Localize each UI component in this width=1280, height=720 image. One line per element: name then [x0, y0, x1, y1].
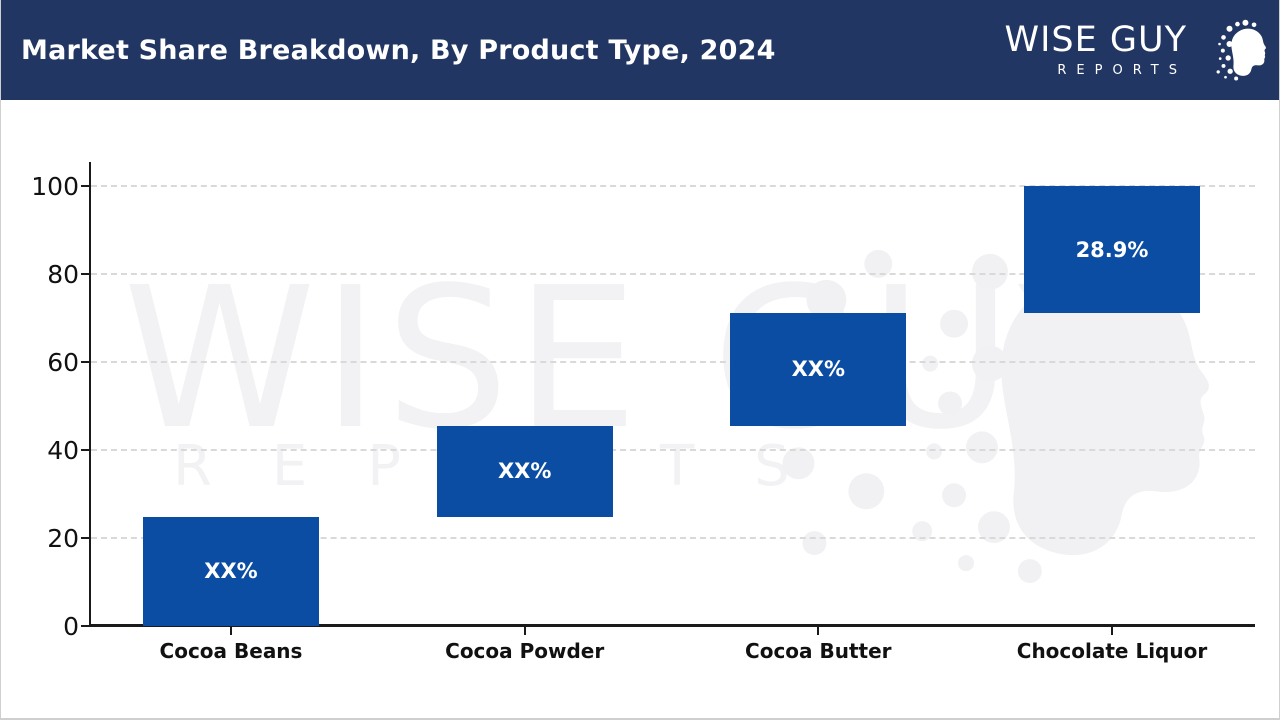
x-axis-tick — [817, 627, 820, 635]
logo-face-icon — [1216, 19, 1266, 81]
y-tick-label: 0 — [63, 612, 79, 641]
x-category-label: Cocoa Powder — [445, 639, 605, 663]
grid-line — [91, 361, 1255, 363]
wise-guy-reports-logo: WISE GUY REPORTS — [1004, 6, 1279, 94]
y-axis-line — [89, 162, 91, 627]
bar-chocolate-liquor — [1024, 186, 1200, 314]
y-tick-label: 80 — [47, 260, 79, 289]
page-title: Market Share Breakdown, By Product Type,… — [21, 34, 776, 66]
x-axis-tick — [523, 627, 526, 635]
bar-cocoa-powder — [436, 425, 613, 517]
bar-value-label: XX% — [791, 357, 846, 382]
bar-value-label: XX% — [204, 559, 258, 584]
logo-subtitle: REPORTS — [1057, 63, 1187, 78]
x-axis-tick — [1111, 627, 1113, 635]
watermark-wordmark: WISE GUY — [123, 245, 1144, 472]
bar-value-label: 28.9% — [1075, 237, 1149, 262]
y-axis-tick — [81, 449, 89, 451]
logo-wordmark: WISE GUY — [1004, 20, 1187, 60]
x-category-label: Cocoa Butter — [745, 639, 892, 663]
y-axis-tick — [81, 185, 89, 187]
y-axis-tick — [81, 361, 89, 363]
grid-line — [91, 185, 1255, 187]
grid-line — [91, 537, 1255, 539]
header-band: Market Share Breakdown, By Product Type,… — [1, 0, 1279, 100]
y-tick-label: 40 — [47, 436, 79, 465]
x-axis-line — [89, 624, 1255, 627]
y-axis-tick — [81, 273, 89, 275]
x-category-label: Cocoa Beans — [159, 639, 303, 663]
x-axis-tick — [230, 627, 232, 635]
bar-value-label: XX% — [497, 459, 552, 484]
bar-cocoa-butter — [730, 313, 907, 426]
y-tick-label: 60 — [47, 348, 79, 377]
y-tick-label: 20 — [47, 524, 79, 553]
y-axis-tick — [81, 537, 89, 539]
logo-text: WISE GUY REPORTS — [1004, 20, 1187, 78]
y-axis-tick — [81, 625, 89, 627]
x-category-label: Chocolate Liquor — [1016, 639, 1208, 663]
bar-cocoa-beans — [143, 516, 319, 626]
grid-line — [91, 273, 1255, 275]
y-tick-label: 100 — [31, 172, 79, 201]
grid-line — [91, 449, 1255, 451]
